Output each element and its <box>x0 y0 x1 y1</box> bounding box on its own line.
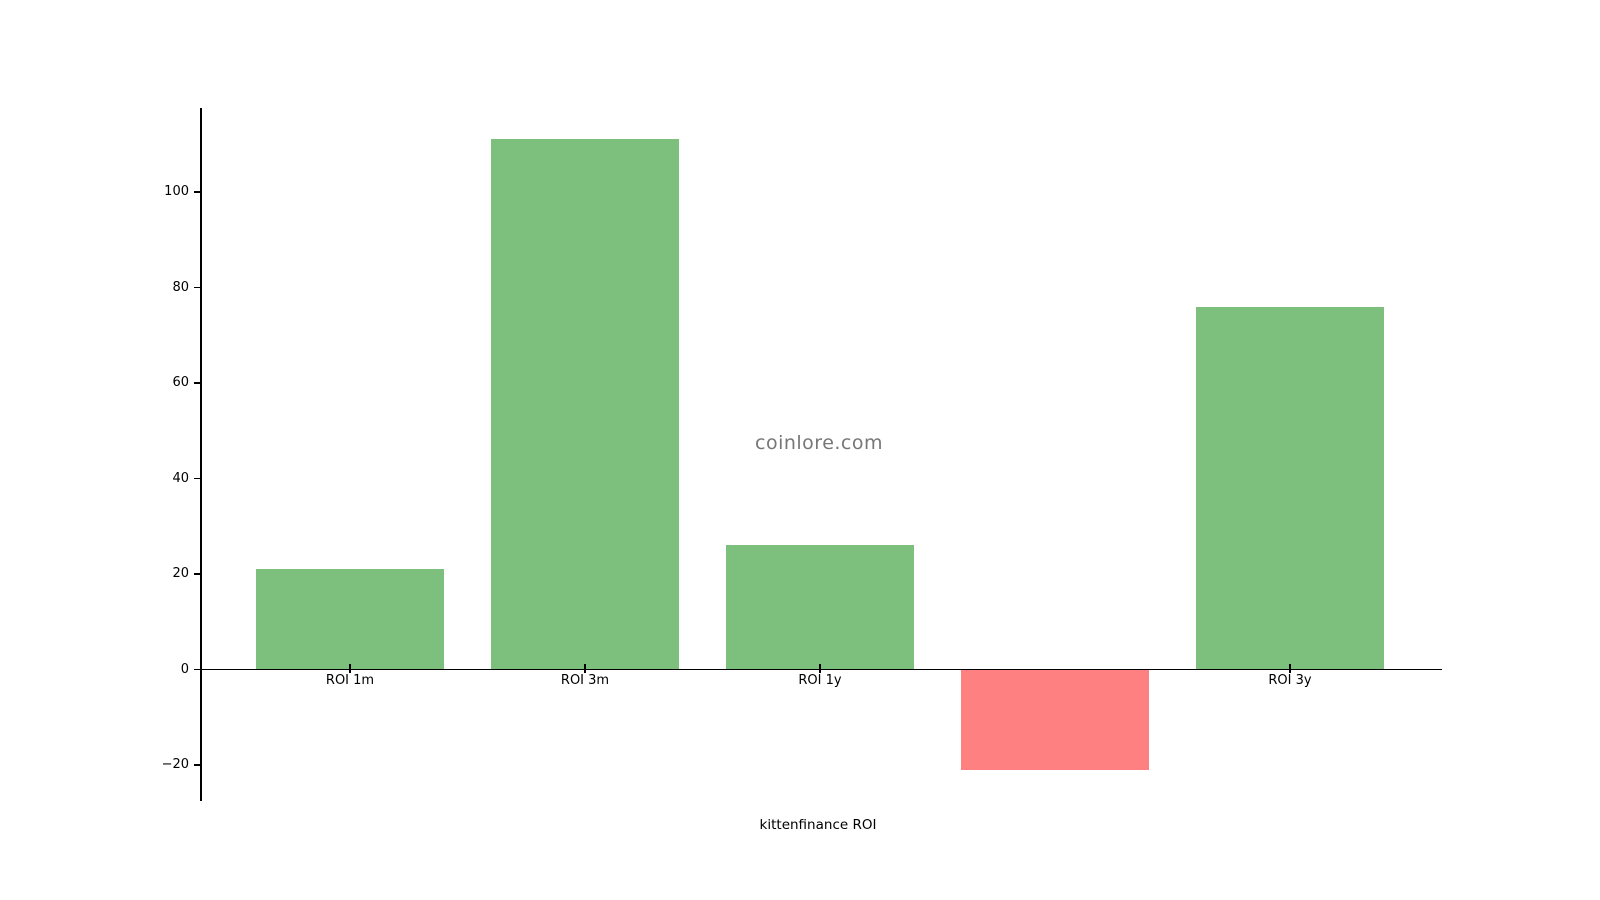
y-tick-label: 60 <box>172 375 189 390</box>
x-tick-label: ROI 3y <box>1268 672 1312 688</box>
chart-title: kittenfinance ROI <box>759 817 877 833</box>
y-tick-mark <box>194 191 201 193</box>
y-tick-mark <box>194 668 201 671</box>
y-tick-mark <box>194 382 201 384</box>
bar-roi-1m <box>256 569 444 670</box>
y-tick-label: 80 <box>172 279 189 295</box>
y-tick-label: −20 <box>161 757 189 772</box>
bar-roi-1y <box>726 545 914 670</box>
watermark-text: coinlore.com <box>755 432 883 454</box>
x-tick-mark <box>349 663 351 673</box>
y-tick-mark <box>194 477 201 480</box>
x-tick-label: ROI 1m <box>325 672 375 688</box>
x-tick-mark <box>819 663 821 673</box>
y-tick-label: 20 <box>172 566 189 581</box>
y-tick-mark <box>194 286 201 289</box>
bar-unlabeled-3 <box>961 669 1149 770</box>
x-tick-label: ROI 3m <box>560 672 610 688</box>
y-axis-line <box>200 108 202 801</box>
y-tick-label: 100 <box>164 184 189 199</box>
y-tick-label: 40 <box>172 470 189 486</box>
x-tick-mark <box>1289 663 1291 673</box>
bar-roi-3y <box>1196 306 1384 670</box>
y-tick-mark <box>194 573 201 575</box>
bar-roi-3m <box>491 139 679 670</box>
x-tick-label: ROI 1y <box>798 672 842 688</box>
x-tick-mark <box>584 663 586 673</box>
y-tick-mark <box>194 764 201 766</box>
y-tick-label: 0 <box>180 661 189 677</box>
x-axis-line <box>201 668 1442 671</box>
